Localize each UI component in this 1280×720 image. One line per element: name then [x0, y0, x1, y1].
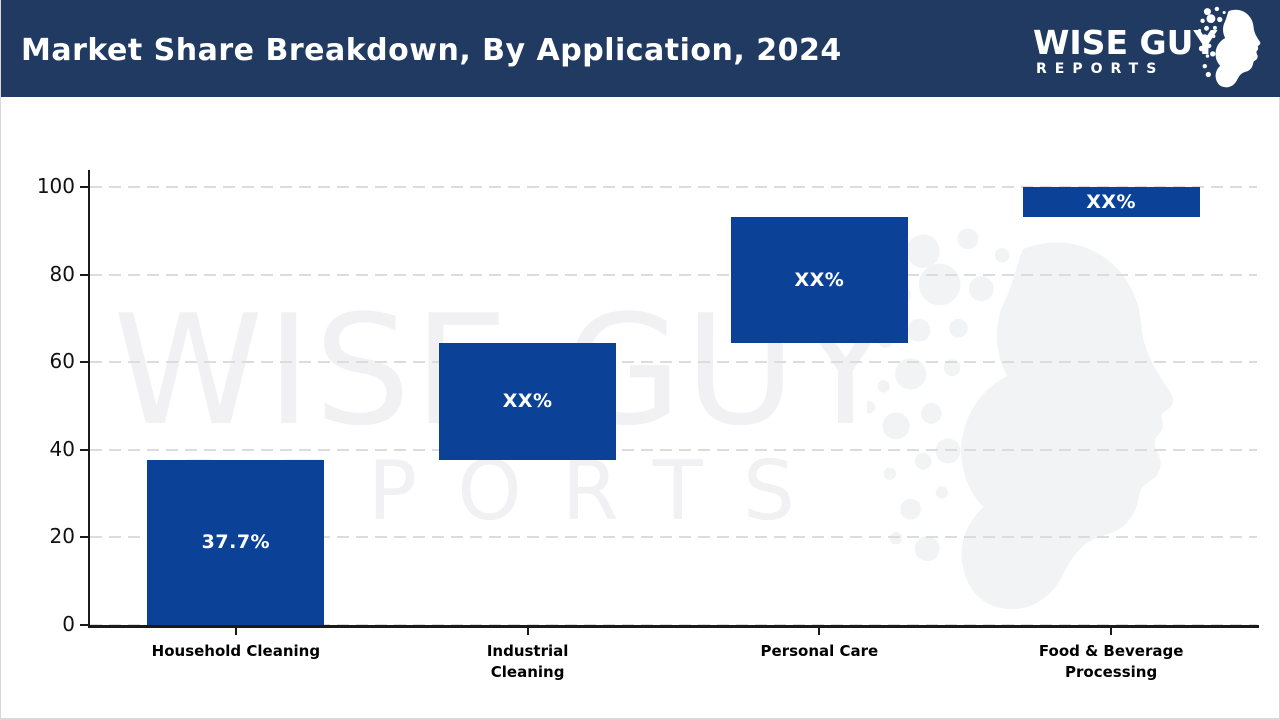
x-category-label-food-beverage-processing: Food & Beverage Processing: [1038, 642, 1184, 681]
bar-value-label-food-beverage-processing: XX%: [1086, 190, 1137, 213]
bar-value-label-industrial-cleaning: XX%: [502, 390, 553, 413]
brand-logo: WISE GUY REPORTS: [1033, 0, 1273, 97]
x-category-label-industrial-cleaning: Industrial Cleaning: [486, 642, 569, 681]
gridline-100: [90, 186, 1257, 188]
bar-household-cleaning: 37.7%: [147, 459, 325, 625]
x-category-label-household-cleaning: Household Cleaning: [151, 642, 321, 660]
gridline-20: [90, 536, 1257, 539]
x-axis-line: [88, 625, 1259, 628]
header-bar: Market Share Breakdown, By Application, …: [1, 0, 1280, 97]
brand-head-icon: [1197, 6, 1261, 88]
page-title: Market Share Breakdown, By Application, …: [21, 33, 842, 68]
x-tick-industrial-cleaning: [526, 628, 529, 635]
bar-food-beverage-processing: XX%: [1022, 187, 1200, 217]
bar-personal-care: XX%: [730, 216, 908, 343]
y-tick-80: [80, 273, 88, 276]
gridline-80: [90, 273, 1257, 276]
y-axis-line: [88, 170, 90, 627]
y-tick-40: [80, 448, 88, 451]
y-tick-label-80: 80: [49, 261, 75, 286]
y-tick-20: [80, 536, 88, 539]
x-category-label-personal-care: Personal Care: [760, 642, 879, 660]
y-tick-label-20: 20: [49, 524, 75, 549]
brand-subname: REPORTS: [1036, 61, 1165, 77]
gridline-60: [90, 361, 1257, 364]
y-tick-label-0: 0: [62, 612, 75, 636]
gridline-40: [90, 448, 1257, 451]
x-tick-food-beverage-processing: [1110, 628, 1113, 635]
y-tick-label-100: 100: [36, 174, 75, 198]
x-tick-personal-care: [818, 628, 821, 635]
bar-value-label-personal-care: XX%: [794, 268, 845, 291]
y-tick-label-60: 60: [49, 349, 75, 374]
bar-industrial-cleaning: XX%: [439, 342, 617, 460]
y-tick-0: [80, 624, 88, 626]
brand-name: WISE GUY: [1033, 23, 1218, 62]
y-tick-label-40: 40: [49, 436, 75, 461]
bar-value-label-household-cleaning: 37.7%: [201, 531, 271, 554]
y-tick-100: [80, 186, 88, 188]
y-tick-60: [80, 361, 88, 364]
x-tick-household-cleaning: [234, 628, 237, 635]
